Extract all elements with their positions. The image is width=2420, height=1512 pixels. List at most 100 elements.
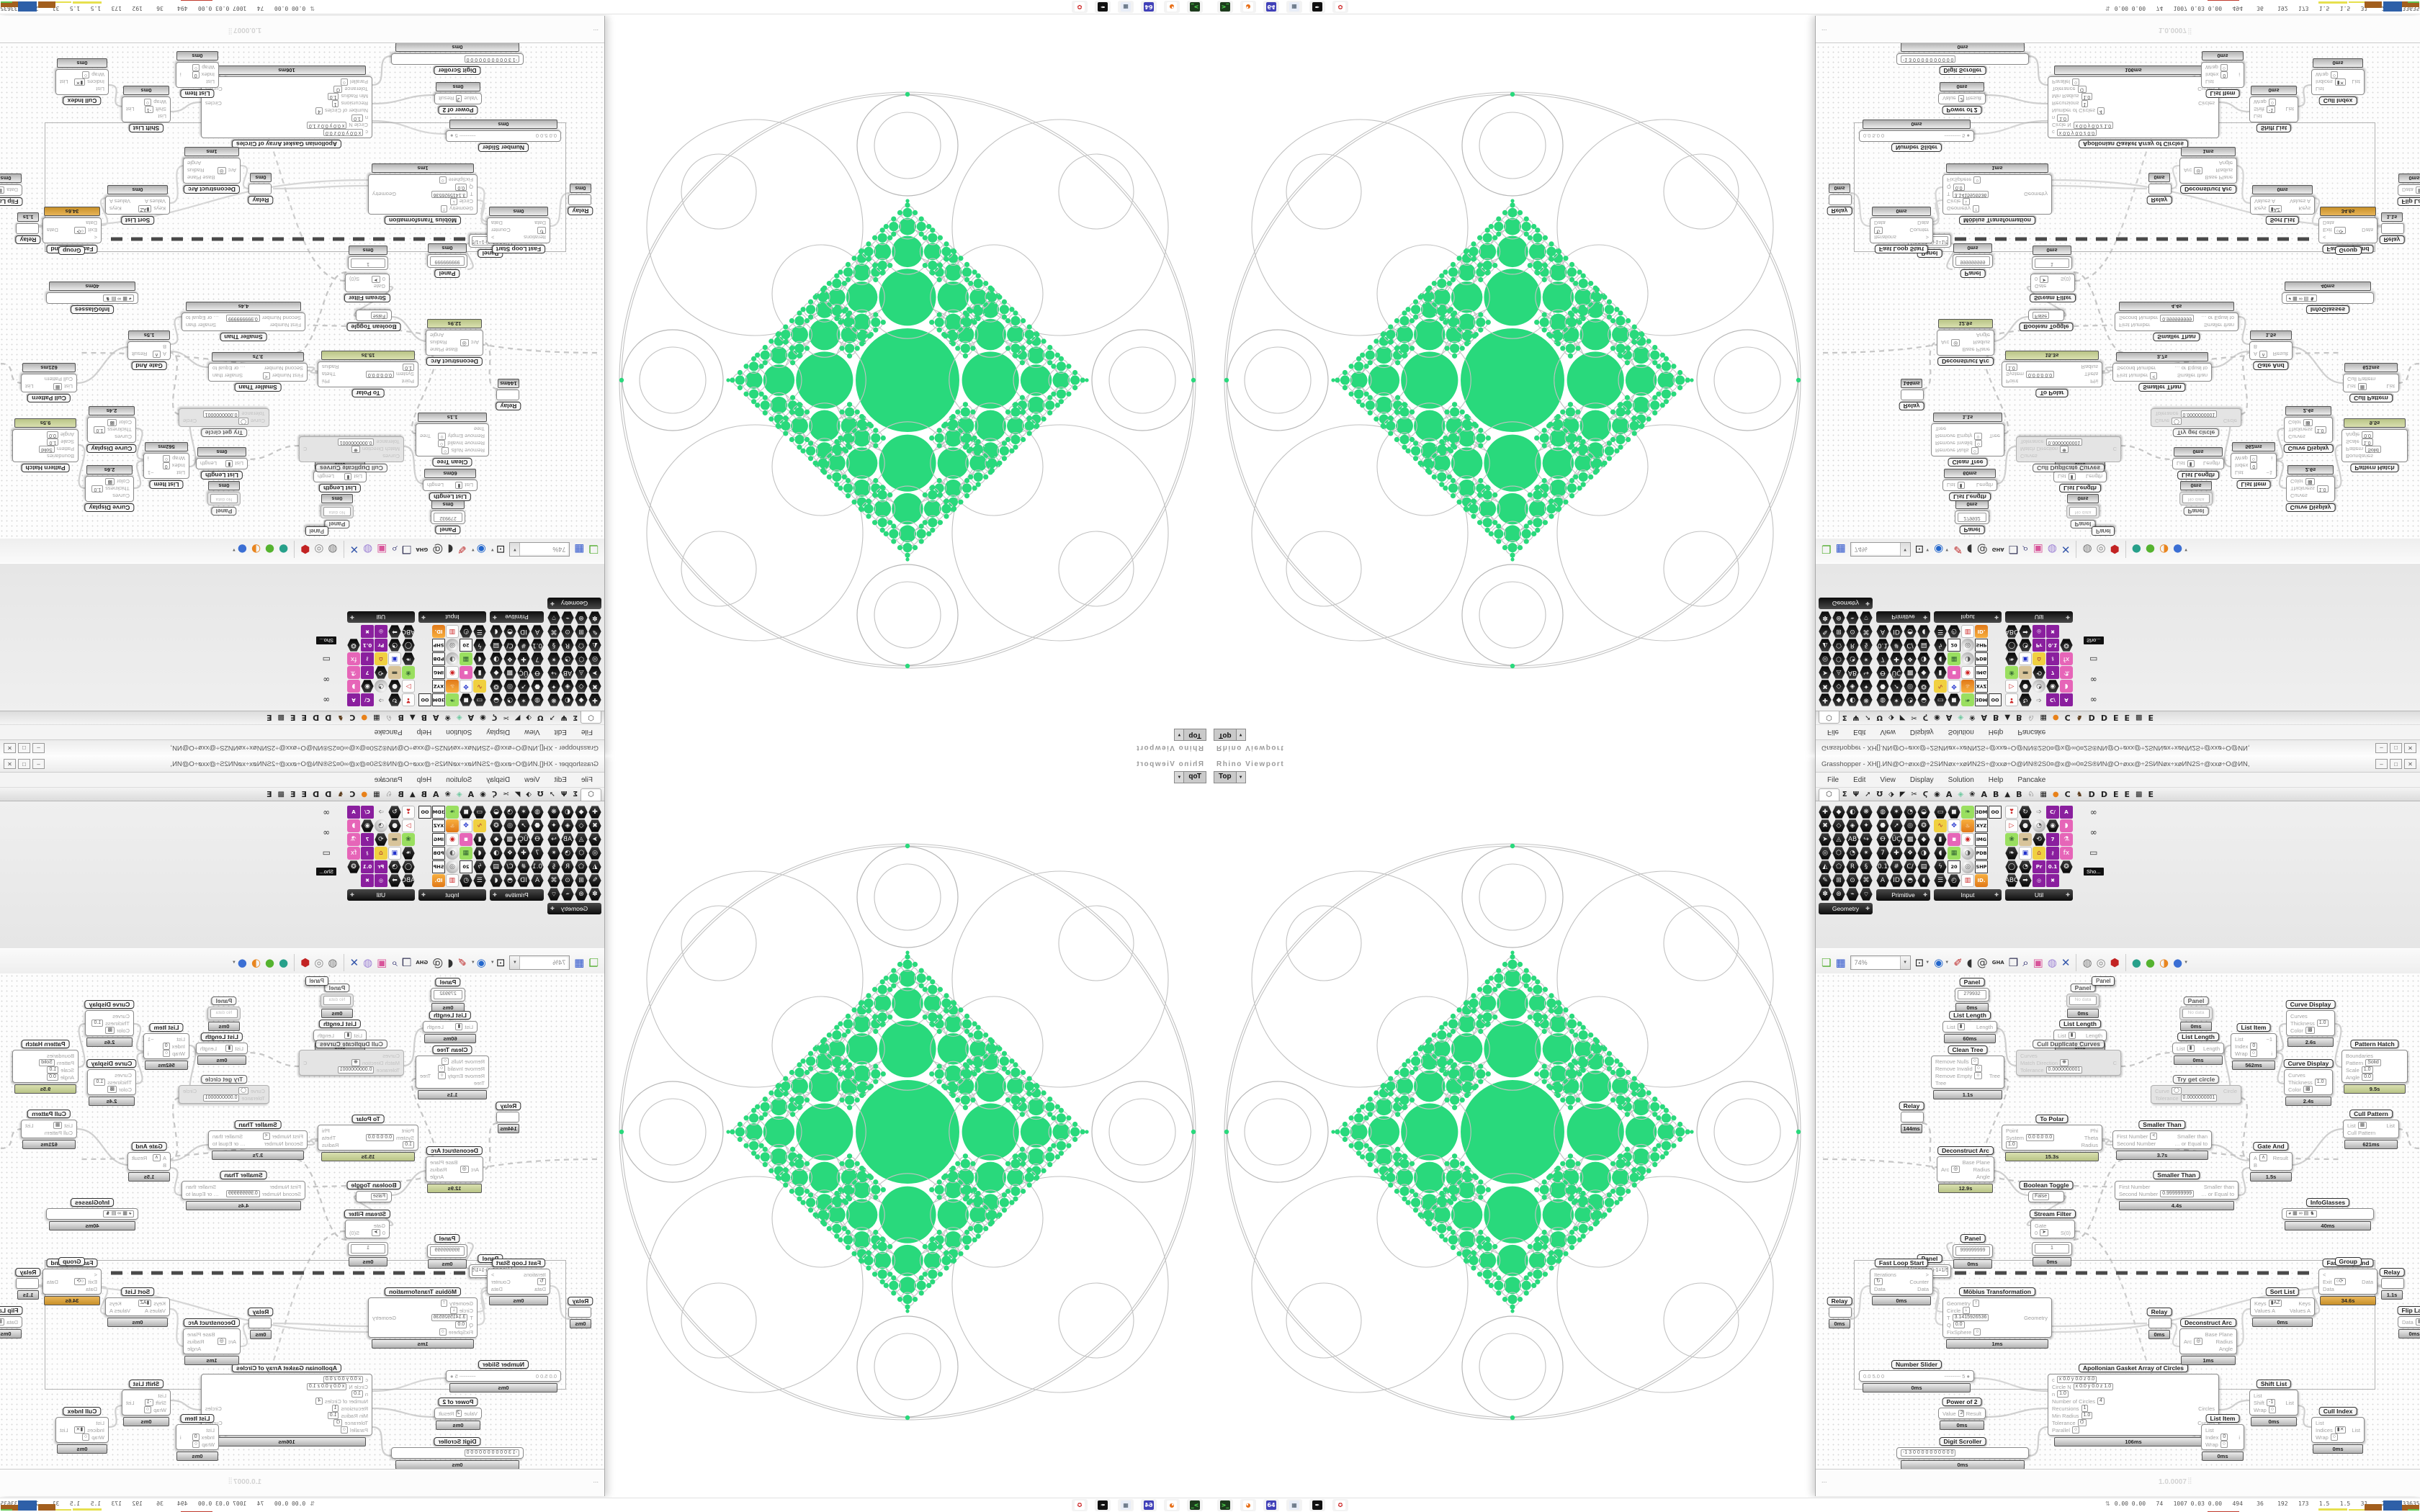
palette-icon[interactable]: ▥ xyxy=(1961,874,1974,887)
palette-icon[interactable]: ◎ xyxy=(588,652,601,665)
gh-node-curve-display[interactable]: Curve Display Curves Thickness 1.0 Color ▩ 2.6… xyxy=(2285,1000,2336,1047)
node-value-box[interactable]: ○ xyxy=(2249,455,2258,462)
node-value-box[interactable]: False xyxy=(2033,1193,2050,1200)
palette-icon[interactable]: ◎ xyxy=(1961,860,1974,873)
component-tab-9[interactable]: ◉ xyxy=(480,714,486,721)
palette-icon[interactable]: ÜÇ xyxy=(1890,833,1903,846)
palette-icon[interactable]: ✖ xyxy=(1819,680,1832,693)
palette-icon[interactable]: ✖ xyxy=(361,874,374,887)
badge-app[interactable]: ✪ xyxy=(1072,1499,1088,1511)
gh-node-cull-duplicate-curves[interactable]: Cull Duplicate Curves Curves Match Directi… xyxy=(2016,436,2121,472)
palette-icon[interactable]: fx xyxy=(347,847,360,860)
finder-button[interactable]: ⌕ xyxy=(391,955,398,969)
gh-node-m-bius-transformation[interactable]: Möbius Transformation Geometry ↑ Circle ↓ T 3.… xyxy=(1942,1287,2052,1349)
palette-icon[interactable]: ⊞ xyxy=(575,874,588,887)
palette-icon[interactable]: ✴ xyxy=(1860,652,1873,665)
palette-icon[interactable]: 3DM xyxy=(1975,806,1988,819)
palette-icon[interactable]: PDB xyxy=(1975,847,1988,860)
close-button[interactable]: ✕ xyxy=(2404,743,2416,753)
node-value-box[interactable]: 0 xyxy=(2220,1434,2228,1441)
palette-icon[interactable]: ◭ xyxy=(1819,639,1832,652)
palette-icon[interactable]: ❂ xyxy=(347,860,360,873)
component-tab-18[interactable]: ▦ xyxy=(2040,714,2047,721)
palette-icon[interactable]: ◑ xyxy=(446,847,459,860)
component-tab-11[interactable]: ◈ xyxy=(456,714,462,721)
gh-node-clean-tree[interactable]: Clean Tree Remove Nulls ○ Remove Invalid ○ Re… xyxy=(1931,1045,2004,1099)
chevron-down-icon[interactable]: ▼ xyxy=(470,547,475,552)
gh-node-deconstruct-arc[interactable]: Deconstruct Arc Base Plane Arc ◎ Radius Angle… xyxy=(1937,319,1994,366)
node-value-box[interactable]: ▮✕ xyxy=(2334,1426,2347,1434)
node-value-box[interactable]: ❋ xyxy=(351,1059,360,1066)
gh-node-relay[interactable]: Relay 1.1s xyxy=(15,212,41,244)
palette-panel-header[interactable]: Primitive ✚ xyxy=(490,611,544,623)
palette-icon[interactable]: ✴ xyxy=(547,847,560,860)
chevron-down-icon[interactable]: ▼ xyxy=(490,547,495,552)
balloon-teal-button[interactable]: ● xyxy=(2131,543,2141,557)
gh-node-relay[interactable]: Relay 0ms xyxy=(2146,1308,2172,1339)
node-value-box[interactable]: ▩ xyxy=(2303,1086,2313,1093)
palette-icon[interactable]: 3DM xyxy=(1975,693,1988,706)
gh-node-relay[interactable]: Relay 0ms xyxy=(248,173,274,204)
cluster-button[interactable]: ◍ xyxy=(2082,955,2092,969)
gh-node-stream-filter[interactable]: Stream Filter Gate 0 ➤ S(0) xyxy=(344,274,390,302)
gh-node-sort-list[interactable]: Sort List Keys ▮AZ Keys Values A Values A 0ms xyxy=(105,185,170,225)
firefox-app[interactable]: ◕ xyxy=(1164,1499,1180,1511)
gh-node-m-bius-transformation[interactable]: Möbius Transformation Geometry ↑ Circle ↓ T 3.… xyxy=(368,163,478,225)
component-tab-0[interactable]: ⬡ xyxy=(581,788,601,801)
gh-node-smaller-than[interactable]: Smaller Than First Number < Smaller than Sec… xyxy=(2112,352,2212,392)
palette-icon[interactable]: ⬠ xyxy=(575,860,588,873)
palette-panel-header[interactable]: Geometry ✚ xyxy=(1819,598,1873,609)
glasses-icon[interactable]: ∞ xyxy=(323,695,331,705)
node-value-box[interactable]: ○ xyxy=(192,64,200,71)
glasses-icon[interactable]: ∞ xyxy=(323,827,331,837)
palette-icon[interactable]: ◍ xyxy=(531,806,544,819)
palette-icon[interactable]: ❖ xyxy=(503,847,516,860)
node-value-box[interactable]: 1.0 xyxy=(403,364,414,371)
palette-icon[interactable]: ▭ xyxy=(1934,693,1947,706)
node-value-box[interactable]: ○ xyxy=(2072,1426,2080,1434)
palette-icon[interactable]: ∿ xyxy=(1934,819,1947,832)
component-tab-23[interactable]: D xyxy=(313,790,320,799)
node-value-box[interactable]: 0.0 xyxy=(47,431,58,438)
palette-icon[interactable]: Ꝋ xyxy=(531,666,544,679)
palette-icon[interactable]: ❖ xyxy=(503,652,516,665)
menu-file[interactable]: File xyxy=(581,775,593,784)
component-tab-20[interactable]: C xyxy=(2064,713,2071,722)
node-value-box[interactable]: ○ xyxy=(162,455,171,462)
gh-node-value[interactable]: 1 0ms xyxy=(348,246,388,270)
gh-node-panel[interactable]: Panel 999999999 0ms xyxy=(427,243,467,278)
palette-icon[interactable]: ✚ xyxy=(1890,847,1903,860)
palette-panel-header[interactable]: Util ✚ xyxy=(2005,889,2073,901)
palette-icon[interactable]: ∿ xyxy=(1934,680,1947,693)
gh-node-panel[interactable]: Panel No data 0ms xyxy=(321,984,354,1018)
node-value-box[interactable]: 0.0000000001 xyxy=(202,1094,240,1102)
palette-icon[interactable]: ▩ xyxy=(1904,833,1917,846)
gift-button[interactable]: ▣ xyxy=(2033,543,2043,557)
node-value-box[interactable]: 2ᴿ xyxy=(456,1410,462,1417)
node-value-box[interactable]: ▮AZ xyxy=(2268,205,2282,212)
palette-icon[interactable]: ✽ xyxy=(588,611,601,624)
palette-icon[interactable]: ↪ xyxy=(547,666,560,679)
gh-node-apollonian-gasket-array-of-circles[interactable]: Apollonian Gasket Array of Circles c x 0.0… xyxy=(201,1364,372,1446)
node-value-box[interactable]: ◯ xyxy=(238,418,248,425)
mention-button[interactable]: @ xyxy=(432,543,444,557)
palette-icon[interactable]: ⊞ xyxy=(1832,625,1845,638)
component-tab-23[interactable]: D xyxy=(313,713,320,722)
component-tab-6[interactable]: ◤ xyxy=(514,714,521,721)
component-tab-4[interactable]: Ʊ xyxy=(537,714,544,721)
palette-icon[interactable]: 20 xyxy=(1948,639,1960,652)
node-value-box[interactable]: 1.0 xyxy=(94,1079,106,1086)
node-value-box[interactable]: 0.0 0.0 0.0 xyxy=(365,371,394,378)
component-tab-14[interactable]: B xyxy=(1992,790,1999,799)
palette-icon[interactable]: ◴ xyxy=(1948,874,1960,887)
palette-icon[interactable]: ◎ xyxy=(1961,639,1974,652)
component-tab-12[interactable]: ❀ xyxy=(1969,714,1976,721)
palette-icon[interactable]: ⬡ xyxy=(1832,652,1845,665)
node-value-box[interactable]: x 0.0 y 0.0 z 0.0 xyxy=(2056,129,2097,136)
bulb-button[interactable]: ◍ xyxy=(2047,543,2057,557)
node-value-box[interactable]: ○⟳ xyxy=(2334,1278,2346,1285)
palette-icon[interactable]: SHP xyxy=(432,639,445,652)
palette-icon[interactable]: ☰ xyxy=(473,874,486,887)
palette-icon[interactable]: ➡ xyxy=(388,625,401,638)
gh-node-gate-and[interactable]: Gate And A ∧ Result B 1.5s xyxy=(2249,1142,2293,1182)
